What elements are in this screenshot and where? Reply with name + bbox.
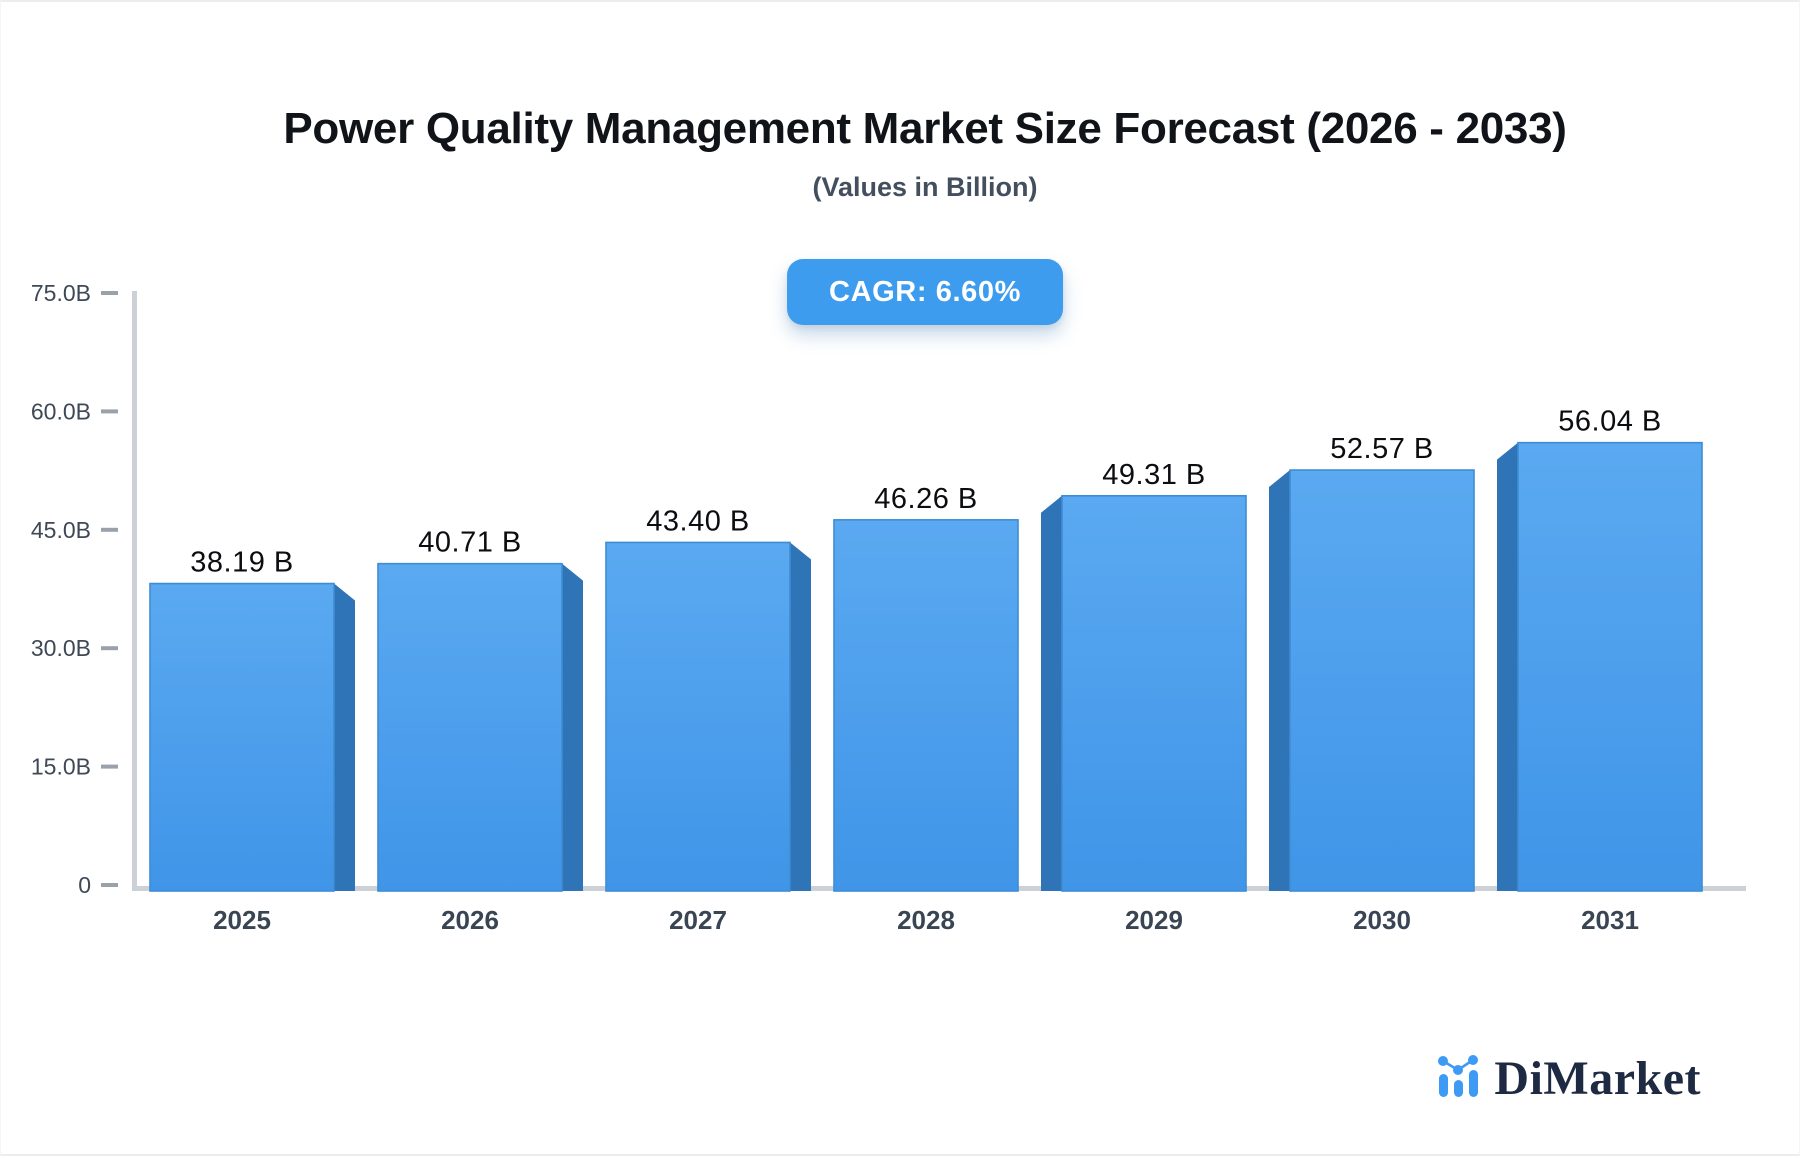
bar-group-2030: 52.57 B 2030 [1269,433,1475,935]
y-tick-label: 45.0B [31,517,91,543]
bar-side-face [790,542,811,891]
x-axis-label: 2025 [213,905,271,935]
bar-face [1517,441,1703,892]
chart-subtitle: (Values in Billion) [812,172,1038,202]
x-axis-label: 2028 [897,905,955,935]
bar-face [1061,494,1247,892]
bar-group-2031: 56.04 B 2031 [1497,406,1703,935]
y-tick-mark [101,409,118,414]
bar-value-label: 52.57 B [1330,433,1433,465]
y-tick-label: 75.0B [31,280,91,306]
y-tick-mark [101,764,118,769]
x-axis-label: 2027 [669,905,727,935]
y-tick-label: 15.0B [31,754,91,780]
bar-side-face [1269,470,1290,891]
y-tick-label: 30.0B [31,635,91,661]
mini-bar-line-chart-icon [1438,1055,1479,1097]
y-axis-line [132,291,137,891]
dimarket-logo: DiMarket [1437,1052,1701,1105]
y-tick-label: 0 [78,872,91,898]
bar-group-2026: 40.71 B 2026 [377,527,583,935]
bar-value-label: 43.40 B [646,505,749,537]
bar-face [833,519,1019,892]
bar-face [1289,469,1475,892]
bar-side-face [334,583,355,891]
x-axis-label: 2029 [1125,905,1183,935]
bar-face [605,541,791,892]
x-axis-label: 2026 [441,905,499,935]
y-tick-mark [101,646,118,651]
bar-side-face [1497,442,1518,891]
bar-face [377,562,563,892]
bar-value-label: 46.26 B [874,483,977,515]
bar-value-label: 40.71 B [418,527,521,559]
logo-text: DiMarket [1494,1052,1701,1105]
bar-group-2029: 49.31 B 2029 [1041,459,1247,935]
y-tick-mark [101,291,118,295]
bar-group-2025: 38.19 B 2025 [149,547,355,935]
bar-face [149,582,335,892]
y-tick-label: 60.0B [31,398,91,424]
cagr-badge: CAGR: 6.60% [787,259,1063,325]
bar-side-face [1041,495,1062,891]
x-axis-label: 2030 [1353,905,1411,935]
y-tick-mark [101,883,118,887]
bar-value-label: 49.31 B [1102,459,1205,491]
bar-value-label: 56.04 B [1558,406,1661,438]
y-tick-mark [101,527,118,532]
chart-title: Power Quality Management Market Size For… [283,104,1567,153]
bar-value-label: 38.19 B [190,547,293,579]
bar-side-face [562,563,583,891]
bar-group-2028: 46.26 B 2028 [833,483,1019,935]
bar-group-2027: 43.40 B 2027 [605,505,811,935]
x-axis-label: 2031 [1581,905,1639,935]
